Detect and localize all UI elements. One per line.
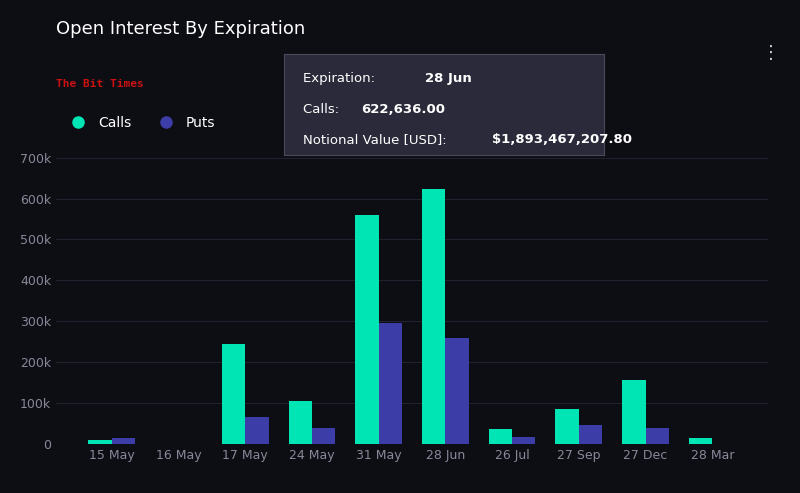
Bar <box>689 438 712 444</box>
Text: Calls:: Calls: <box>303 103 343 116</box>
Bar <box>312 428 335 444</box>
Text: Notional Value [USD]:: Notional Value [USD]: <box>303 133 451 146</box>
Text: Open Interest By Expiration: Open Interest By Expiration <box>56 20 306 38</box>
Bar <box>88 440 112 444</box>
Text: $1,893,467,207.80: $1,893,467,207.80 <box>492 133 632 146</box>
Text: 28 Jun: 28 Jun <box>425 72 471 85</box>
Bar <box>622 381 646 444</box>
Text: The Bit Times: The Bit Times <box>56 79 144 89</box>
Bar <box>289 401 312 444</box>
Bar <box>512 437 535 444</box>
Bar <box>489 429 512 444</box>
Legend: Calls, Puts: Calls, Puts <box>59 110 220 136</box>
Bar <box>422 189 446 444</box>
Bar <box>378 323 402 444</box>
Bar <box>555 409 579 444</box>
Text: ⋮: ⋮ <box>762 44 780 63</box>
Bar <box>222 344 245 444</box>
Text: Expiration:: Expiration: <box>303 72 379 85</box>
Bar <box>245 417 269 444</box>
Bar <box>646 428 669 444</box>
Bar <box>579 424 602 444</box>
Bar <box>446 338 469 444</box>
Bar <box>355 215 378 444</box>
Bar <box>112 438 135 444</box>
Text: 622,636.00: 622,636.00 <box>361 103 445 116</box>
